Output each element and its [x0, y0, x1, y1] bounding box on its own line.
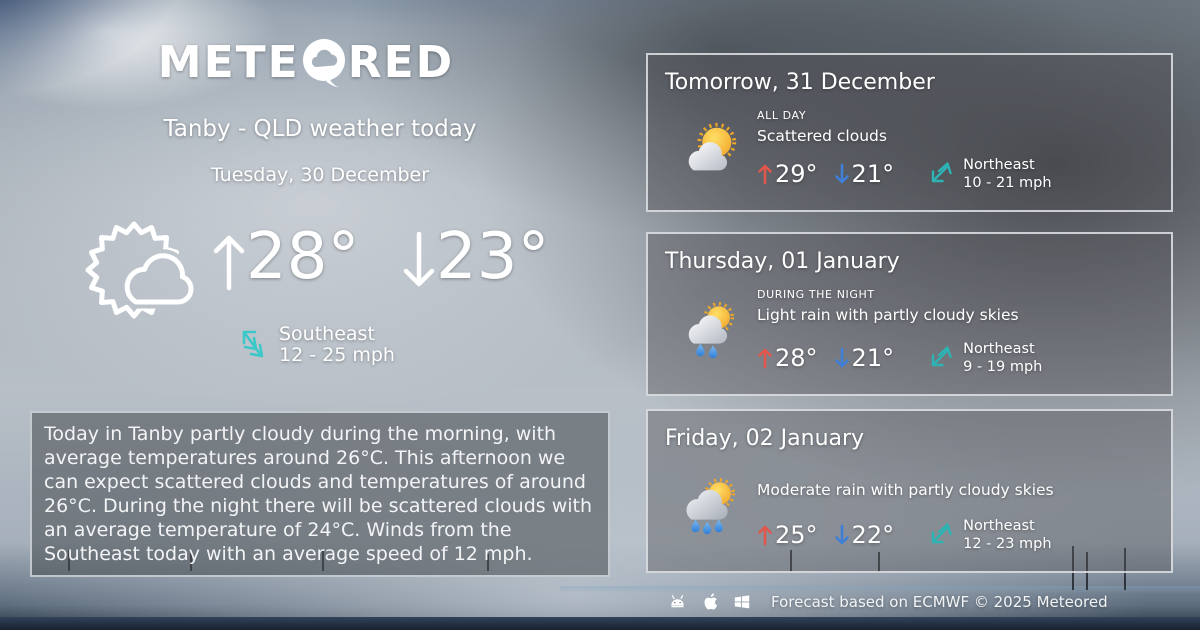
- cloud-bubble-o-icon: [300, 34, 348, 92]
- boat-mast: [1124, 548, 1126, 590]
- forecast-min-temp: 21°: [834, 344, 894, 372]
- wind-direction-icon: [931, 162, 952, 183]
- forecast-attribution: Forecast based on ECMWF © 2025 Meteored: [771, 593, 1108, 611]
- forecast-card-friday[interactable]: Friday, 02 January Moderat: [646, 409, 1173, 573]
- page-title: Tanby - QLD weather today: [163, 116, 477, 142]
- weather-summary-text: Today in Tanby partly cloudy during the …: [30, 411, 610, 577]
- today-min-temp-value: 23°: [436, 220, 550, 294]
- forecast-wind-speed: 12 - 23 mph: [963, 536, 1052, 552]
- today-max-temp: 28°: [212, 218, 359, 296]
- forecast-wind-direction: Northeast: [963, 341, 1035, 357]
- arrow-down-icon: [834, 347, 849, 368]
- arrow-up-icon: [758, 348, 772, 369]
- arrow-up-icon: [213, 235, 245, 291]
- wind-direction-icon: [242, 330, 264, 358]
- forecast-wind-speed: 10 - 21 mph: [963, 175, 1052, 191]
- forecast-max-temp: 29°: [757, 160, 818, 188]
- boat-mast: [878, 552, 880, 572]
- arrow-up-icon: [758, 525, 772, 546]
- boat-mast: [1072, 546, 1074, 590]
- forecast-day-heading: Thursday, 01 January: [665, 249, 900, 274]
- logo-text-right: RED: [347, 37, 455, 88]
- forecast-wind-speed: 9 - 19 mph: [963, 359, 1043, 375]
- forecast-period-label: ALL DAY: [757, 109, 807, 122]
- sun-cloud-rain-icon: [665, 457, 757, 557]
- windows-icon[interactable]: [733, 593, 751, 611]
- forecast-min-temp: 22°: [834, 521, 894, 549]
- water-strip: [0, 617, 1200, 630]
- today-wind-speed: 12 - 25 mph: [279, 344, 395, 366]
- meteored-logo[interactable]: METE RED: [0, 34, 612, 92]
- scattered-clouds-outline-icon: [84, 220, 202, 324]
- android-icon[interactable]: [668, 592, 687, 612]
- wind-direction-icon: [931, 523, 952, 544]
- boat-mast: [790, 550, 792, 572]
- today-wind-direction: Southeast: [279, 323, 375, 345]
- today-wind: Southeast 12 - 25 mph: [236, 322, 395, 366]
- forecast-description: Light rain with partly cloudy skies: [757, 306, 1019, 324]
- forecast-max-temp: 25°: [757, 521, 818, 549]
- forecast-description: Moderate rain with partly cloudy skies: [757, 481, 1054, 499]
- wind-direction-icon: [931, 346, 952, 367]
- today-max-temp-value: 28°: [246, 220, 360, 294]
- forecast-wind: Northeast 12 - 23 mph: [926, 517, 1052, 553]
- forecast-wind: Northeast 10 - 21 mph: [926, 156, 1052, 192]
- forecast-day-heading: Friday, 02 January: [665, 426, 865, 451]
- forecast-max-temp: 28°: [757, 344, 818, 372]
- footer: Forecast based on ECMWF © 2025 Meteored: [646, 592, 1173, 612]
- sun-cloud-icon: [665, 101, 757, 196]
- forecast-min-temp: 21°: [834, 160, 894, 188]
- arrow-down-icon: [834, 524, 849, 545]
- forecast-wind-direction: Northeast: [963, 518, 1035, 534]
- platform-icons: [668, 592, 751, 612]
- arrow-up-icon: [758, 164, 772, 185]
- sun-cloud-rain-icon: [665, 280, 757, 380]
- forecast-day-heading: Tomorrow, 31 December: [665, 70, 935, 95]
- current-date: Tuesday, 30 December: [210, 164, 430, 186]
- apple-icon[interactable]: [701, 592, 719, 612]
- forecast-wind: Northeast 9 - 19 mph: [926, 340, 1042, 376]
- forecast-card-thursday[interactable]: Thursday, 01 January DURING THE NIGHT: [646, 232, 1173, 396]
- logo-text-left: METE: [157, 37, 300, 88]
- forecast-wind-direction: Northeast: [963, 157, 1035, 173]
- forecast-description: Scattered clouds: [757, 127, 887, 145]
- forecast-period-label: DURING THE NIGHT: [757, 288, 875, 301]
- today-min-temp: 23°: [402, 218, 549, 296]
- shoreline: [560, 586, 1200, 594]
- arrow-down-icon: [834, 163, 849, 184]
- arrow-down-icon: [403, 231, 435, 287]
- forecast-card-tomorrow[interactable]: Tomorrow, 31 December ALL DAY Scattered …: [646, 53, 1173, 212]
